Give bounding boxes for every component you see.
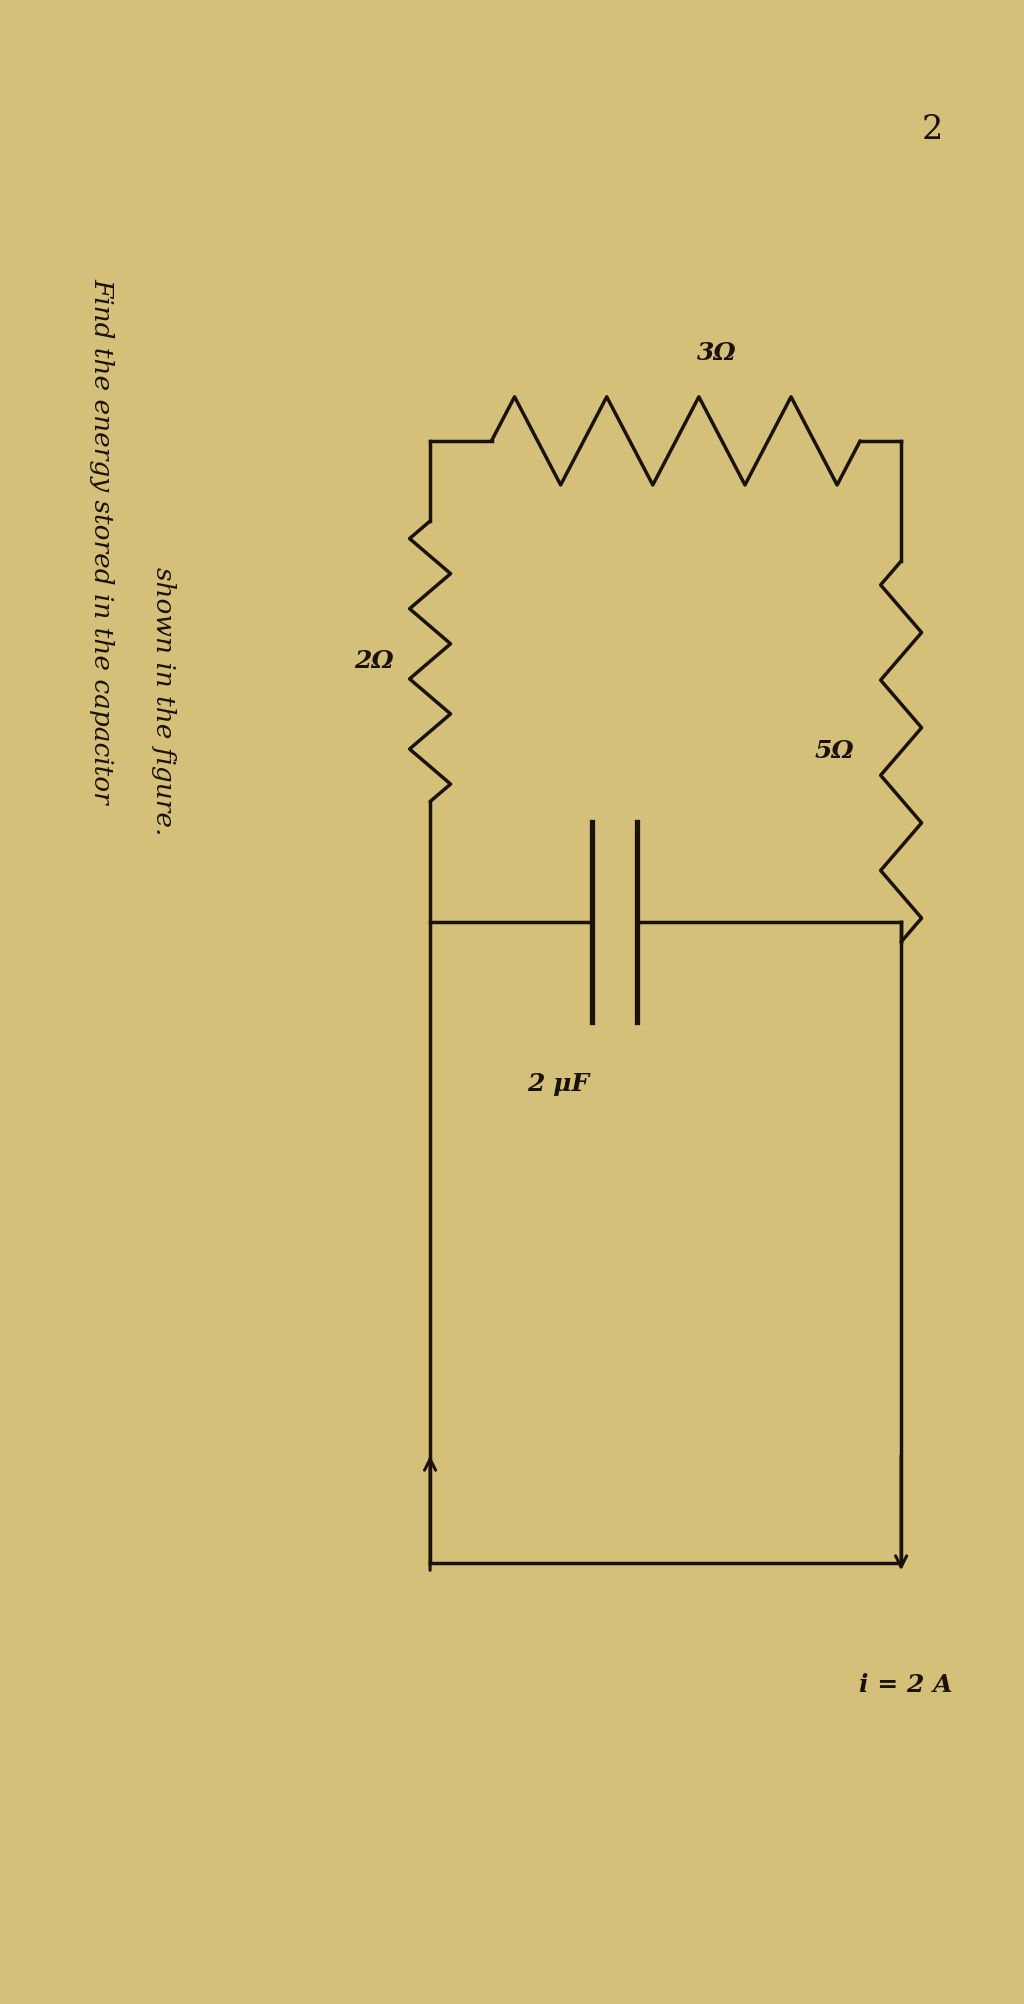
Text: 5Ω: 5Ω	[815, 739, 854, 764]
Text: 2: 2	[922, 114, 942, 146]
Text: Find the energy stored in the capacitor: Find the energy stored in the capacitor	[90, 279, 115, 804]
Text: 2Ω: 2Ω	[354, 649, 393, 673]
Text: 3Ω: 3Ω	[697, 341, 736, 365]
Text: 2 μF: 2 μF	[527, 1072, 589, 1096]
Text: i = 2 A: i = 2 A	[859, 1673, 953, 1697]
Text: shown in the figure.: shown in the figure.	[152, 567, 176, 836]
